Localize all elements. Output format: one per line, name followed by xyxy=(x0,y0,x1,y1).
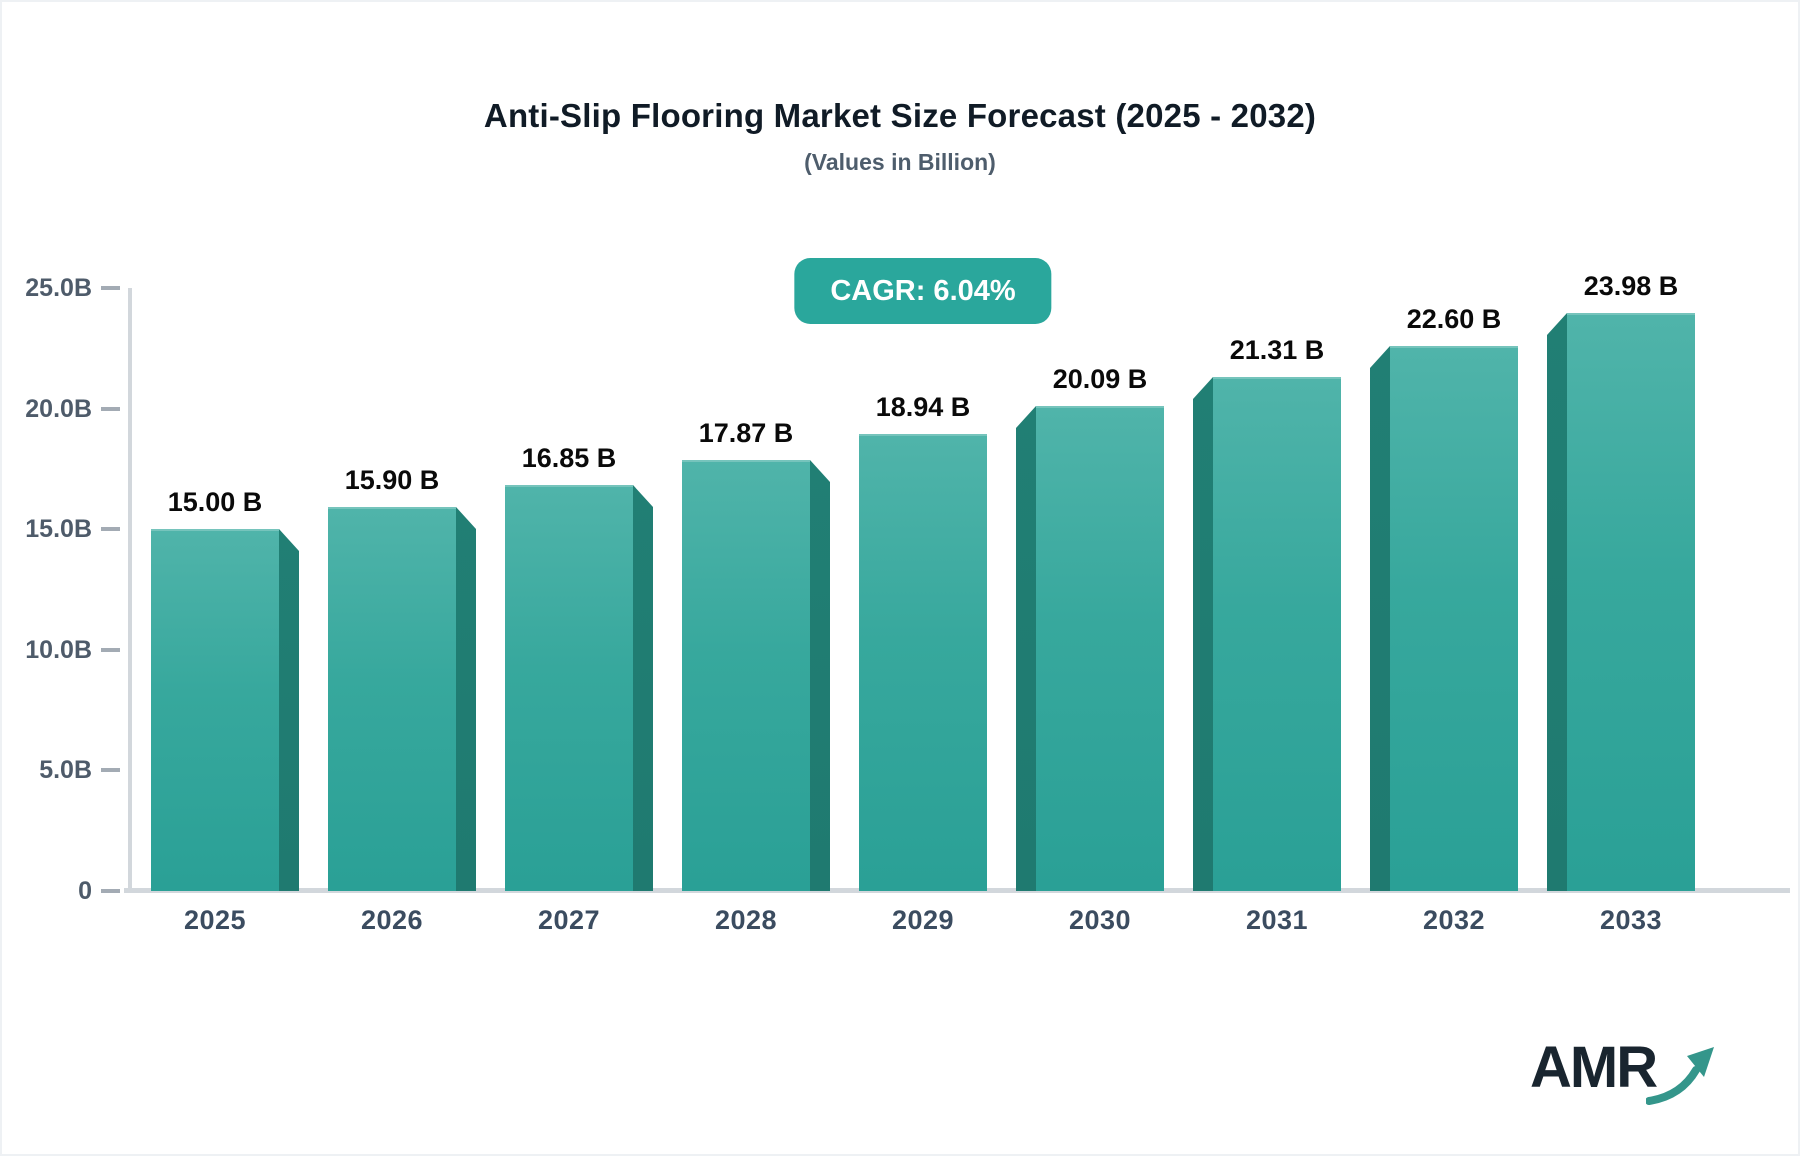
x-axis-label: 2029 xyxy=(891,905,955,935)
bar-value-label: 15.00 B xyxy=(167,487,263,517)
bar-side-face xyxy=(810,460,830,891)
y-axis-line xyxy=(128,288,132,891)
bar-side-face xyxy=(1016,406,1036,891)
x-axis-label: 2032 xyxy=(1422,905,1486,935)
y-tick xyxy=(101,648,120,652)
bar-side-face xyxy=(1193,377,1213,891)
y-tick xyxy=(101,527,120,531)
bar xyxy=(682,460,810,891)
x-axis-label: 2027 xyxy=(537,905,601,935)
x-axis-label: 2026 xyxy=(360,905,424,935)
y-tick xyxy=(101,889,120,893)
bar-side-face xyxy=(279,529,299,891)
bar-value-label: 20.09 B xyxy=(1052,364,1148,394)
y-tick-label: 10.0B xyxy=(25,636,92,664)
bar xyxy=(1213,377,1341,891)
bar-value-label: 17.87 B xyxy=(698,418,794,448)
y-tick xyxy=(101,286,120,290)
bar xyxy=(1036,406,1164,891)
bar-value-label: 16.85 B xyxy=(521,443,617,473)
y-tick-label: 20.0B xyxy=(25,395,92,423)
y-tick-label: 25.0B xyxy=(25,274,92,302)
y-tick-label: 5.0B xyxy=(39,756,92,784)
bar-side-face xyxy=(633,485,653,891)
x-axis-label: 2025 xyxy=(183,905,247,935)
bar-value-label: 15.90 B xyxy=(344,465,440,495)
bar-value-label: 23.98 B xyxy=(1583,271,1679,301)
y-tick xyxy=(101,768,120,772)
bar-value-label: 18.94 B xyxy=(875,392,971,422)
bar-side-face xyxy=(1370,346,1390,891)
x-axis-label: 2030 xyxy=(1068,905,1132,935)
bar xyxy=(859,434,987,891)
bar xyxy=(328,507,456,891)
bar-value-label: 21.31 B xyxy=(1229,335,1325,365)
y-tick xyxy=(101,407,120,411)
amr-logo: AMR xyxy=(1530,1038,1780,1128)
bar xyxy=(1390,346,1518,891)
cagr-badge: CAGR: 6.04% xyxy=(794,258,1052,324)
x-axis-label: 2031 xyxy=(1245,905,1309,935)
bar-side-face xyxy=(1547,313,1567,891)
bar-value-label: 22.60 B xyxy=(1406,304,1502,334)
y-tick-label: 0 xyxy=(78,877,92,905)
y-tick-label: 15.0B xyxy=(25,515,92,543)
bar xyxy=(151,529,279,891)
trend-arrow-icon xyxy=(1646,1047,1714,1105)
chart-subtitle: (Values in Billion) xyxy=(804,149,996,175)
bar xyxy=(1567,313,1695,891)
bar xyxy=(505,485,633,891)
bar-side-face xyxy=(456,507,476,891)
amr-logo-text: AMR xyxy=(1530,1035,1658,1100)
chart-title: Anti-Slip Flooring Market Size Forecast … xyxy=(483,97,1317,134)
x-axis-label: 2028 xyxy=(714,905,778,935)
x-axis-label: 2033 xyxy=(1599,905,1663,935)
